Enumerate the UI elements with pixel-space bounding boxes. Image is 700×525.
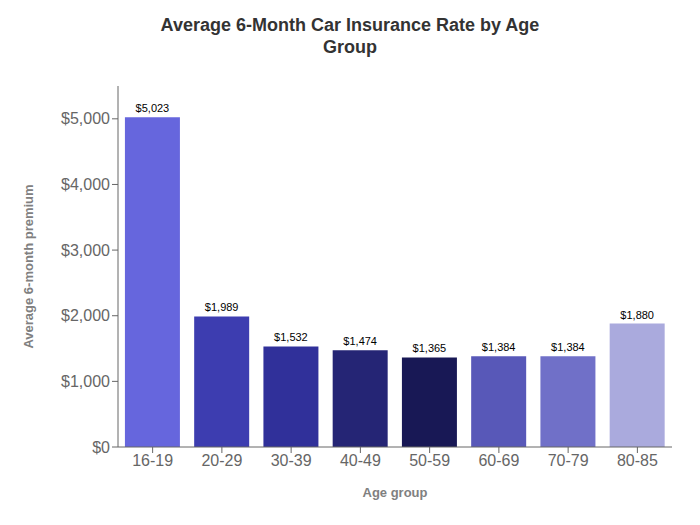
- svg-text:20-29: 20-29: [201, 452, 242, 469]
- svg-text:Age group: Age group: [363, 485, 428, 500]
- svg-text:$5,000: $5,000: [61, 110, 110, 127]
- svg-text:$1,532: $1,532: [274, 331, 308, 343]
- svg-text:$1,384: $1,384: [482, 341, 516, 353]
- svg-text:70-79: 70-79: [548, 452, 589, 469]
- html-text:Group: Group: [323, 37, 377, 57]
- svg-text:80-85: 80-85: [617, 452, 658, 469]
- svg-text:$1,365: $1,365: [413, 342, 447, 354]
- svg-text:50-59: 50-59: [409, 452, 450, 469]
- svg-text:Average 6-month premium: Average 6-month premium: [21, 184, 36, 348]
- svg-text:60-69: 60-69: [478, 452, 519, 469]
- svg-text:$1,989: $1,989: [205, 301, 239, 313]
- svg-text:40-49: 40-49: [340, 452, 381, 469]
- svg-text:$0: $0: [92, 439, 110, 456]
- svg-text:$4,000: $4,000: [61, 176, 110, 193]
- svg-text:$1,000: $1,000: [61, 373, 110, 390]
- svg-text:$5,023: $5,023: [136, 102, 170, 114]
- svg-text:$1,880: $1,880: [620, 309, 654, 321]
- svg-text:$3,000: $3,000: [61, 242, 110, 259]
- svg-text:$1,474: $1,474: [343, 335, 377, 347]
- svg-text:16-19: 16-19: [132, 452, 173, 469]
- svg-text:$1,384: $1,384: [551, 341, 585, 353]
- html-text:Average 6-Month Car Insurance: Average 6-Month Car Insurance Rate by Ag…: [160, 15, 540, 35]
- svg-text:30-39: 30-39: [271, 452, 312, 469]
- svg-text:$2,000: $2,000: [61, 307, 110, 324]
